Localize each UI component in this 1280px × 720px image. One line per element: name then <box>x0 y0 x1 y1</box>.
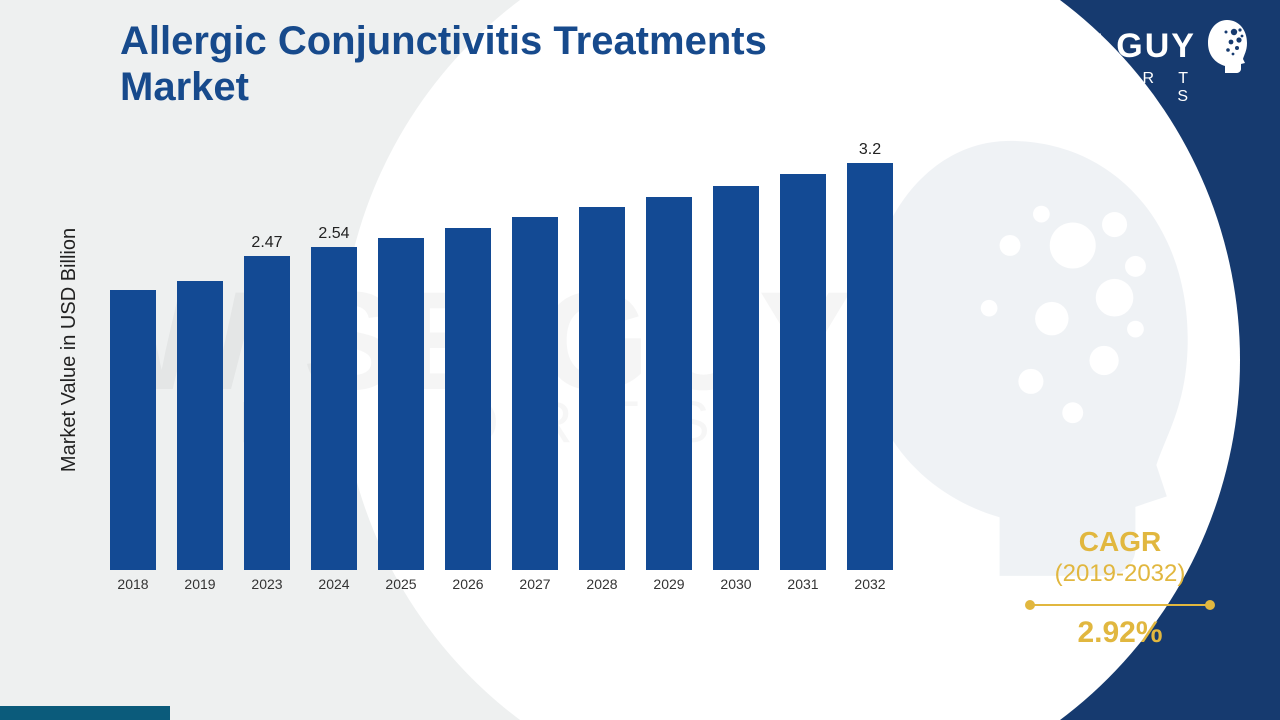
bar-value-label: 3.2 <box>840 141 900 159</box>
logo-text-main: WISE GUY <box>1010 27 1196 66</box>
x-tick-label: 2026 <box>438 576 498 592</box>
x-tick-label: 2028 <box>572 576 632 592</box>
bar-chart: 2.472.543.2 2018201920232024202520262027… <box>70 150 910 610</box>
logo-text-sub: R E P O R T S <box>980 70 1250 106</box>
infographic-canvas: WISE GUY REPORTS Allergic Conjunctivitis… <box>0 0 1280 720</box>
bar <box>177 281 223 570</box>
x-tick-label: 2018 <box>103 576 163 592</box>
cagr-block: CAGR (2019-2032) 2.92% <box>1000 526 1240 650</box>
x-tick-label: 2027 <box>505 576 565 592</box>
bar <box>311 247 357 570</box>
x-axis: 2018 2019 2023 2024 2025 2026 2027 2028 2029 2030… <box>102 570 910 610</box>
logo-head-icon <box>1204 18 1250 74</box>
x-tick-label: 2030 <box>706 576 766 592</box>
bar-value-label: 2.54 <box>304 225 364 243</box>
bar <box>110 290 156 570</box>
bar <box>713 186 759 570</box>
cagr-range: (2019-2032) <box>1000 560 1240 588</box>
cagr-divider <box>1030 604 1210 606</box>
x-tick-label: 2029 <box>639 576 699 592</box>
brand-logo: WISE GUY R E P O R T S <box>980 18 1250 106</box>
bar <box>579 207 625 570</box>
plot-area: 2.472.543.2 <box>102 150 910 570</box>
bar <box>646 197 692 570</box>
bar <box>244 256 290 570</box>
x-tick-label: 2032 <box>840 576 900 592</box>
x-tick-label: 2024 <box>304 576 364 592</box>
bar-value-label: 2.47 <box>237 234 297 252</box>
bar <box>445 228 491 570</box>
bar <box>512 217 558 570</box>
cagr-value: 2.92% <box>1000 616 1240 650</box>
cagr-title: CAGR <box>1000 526 1240 558</box>
chart-title: Allergic Conjunctivitis Treatments Marke… <box>120 18 880 110</box>
bar <box>847 163 893 570</box>
bar <box>378 238 424 570</box>
x-tick-label: 2025 <box>371 576 431 592</box>
x-tick-label: 2031 <box>773 576 833 592</box>
bottom-accent-strip <box>0 706 170 720</box>
x-tick-label: 2023 <box>237 576 297 592</box>
x-tick-label: 2019 <box>170 576 230 592</box>
bar <box>780 174 826 570</box>
